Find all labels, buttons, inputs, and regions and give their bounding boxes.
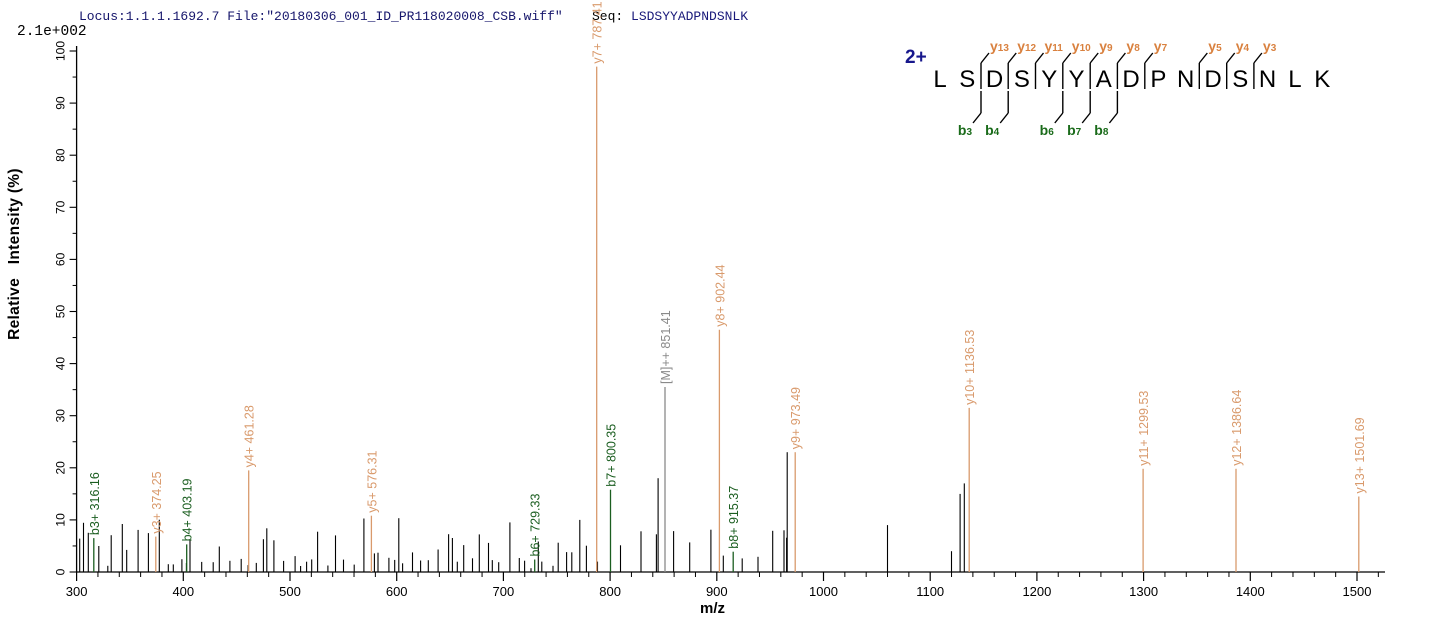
svg-text:1500: 1500 <box>1343 584 1372 599</box>
svg-text:y7+ 787.41: y7+ 787.41 <box>591 1 605 63</box>
svg-text:1000: 1000 <box>809 584 838 599</box>
svg-text:S: S <box>959 66 975 93</box>
svg-text:1200: 1200 <box>1022 584 1051 599</box>
svg-text:y3+ 374.25: y3+ 374.25 <box>150 471 164 533</box>
svg-text:50: 50 <box>54 305 68 319</box>
svg-text:y13+ 1501.69: y13+ 1501.69 <box>1353 417 1367 493</box>
svg-text:S: S <box>1232 66 1248 93</box>
svg-text:30: 30 <box>54 409 68 423</box>
svg-text:D: D <box>1122 66 1139 93</box>
svg-text:2+: 2+ <box>905 47 927 68</box>
svg-text:y4+ 461.28: y4+ 461.28 <box>243 405 257 467</box>
svg-text:Y: Y <box>1068 66 1084 93</box>
svg-text:60: 60 <box>54 252 68 266</box>
svg-text:y9+ 973.49: y9+ 973.49 <box>789 387 803 449</box>
svg-text:y8: y8 <box>1126 38 1140 54</box>
svg-text:y11: y11 <box>1045 38 1064 54</box>
svg-text:y8+ 902.44: y8+ 902.44 <box>713 264 727 326</box>
svg-text:y13: y13 <box>990 38 1009 54</box>
svg-text:S: S <box>1014 66 1030 93</box>
svg-text:100: 100 <box>54 41 68 61</box>
svg-text:Y: Y <box>1041 66 1057 93</box>
svg-text:[M]++ 851.41: [M]++ 851.41 <box>659 310 673 384</box>
svg-text:80: 80 <box>54 148 68 162</box>
svg-text:y4: y4 <box>1236 38 1250 54</box>
svg-text:b3: b3 <box>958 122 973 138</box>
svg-text:N: N <box>1177 66 1194 93</box>
svg-text:b8+ 915.37: b8+ 915.37 <box>727 486 741 549</box>
svg-text:b4: b4 <box>985 122 1000 138</box>
svg-text:y10: y10 <box>1072 38 1091 54</box>
svg-text:y3: y3 <box>1263 38 1277 54</box>
svg-text:y11+ 1299.53: y11+ 1299.53 <box>1137 391 1151 466</box>
svg-text:600: 600 <box>386 584 408 599</box>
svg-text:90: 90 <box>54 96 68 110</box>
svg-text:300: 300 <box>66 584 88 599</box>
svg-text:0: 0 <box>54 568 68 575</box>
svg-text:y12: y12 <box>1017 38 1036 54</box>
svg-text:y9: y9 <box>1099 38 1113 54</box>
svg-text:D: D <box>1204 66 1221 93</box>
svg-text:y7: y7 <box>1154 38 1168 54</box>
svg-text:40: 40 <box>54 357 68 371</box>
svg-text:y10+ 1136.53: y10+ 1136.53 <box>963 330 977 405</box>
svg-text:b7+ 800.35: b7+ 800.35 <box>605 424 619 487</box>
svg-text:b8: b8 <box>1094 122 1109 138</box>
svg-text:b3+ 316.16: b3+ 316.16 <box>88 472 102 535</box>
svg-text:400: 400 <box>172 584 194 599</box>
svg-text:y5+ 576.31: y5+ 576.31 <box>365 450 379 512</box>
svg-text:b4+ 403.19: b4+ 403.19 <box>181 478 195 541</box>
svg-text:700: 700 <box>493 584 515 599</box>
svg-text:1300: 1300 <box>1129 584 1158 599</box>
svg-text:L: L <box>933 66 946 93</box>
svg-text:800: 800 <box>599 584 621 599</box>
svg-text:b7: b7 <box>1067 122 1082 138</box>
svg-text:20: 20 <box>54 461 68 475</box>
svg-text:1400: 1400 <box>1236 584 1265 599</box>
svg-text:A: A <box>1096 66 1112 93</box>
svg-text:N: N <box>1259 66 1276 93</box>
svg-text:70: 70 <box>54 200 68 214</box>
svg-text:y5: y5 <box>1208 38 1222 54</box>
svg-text:b6+ 729.33: b6+ 729.33 <box>529 494 543 557</box>
svg-text:1100: 1100 <box>916 584 944 599</box>
svg-text:10: 10 <box>54 513 68 527</box>
svg-text:D: D <box>986 66 1003 93</box>
svg-text:K: K <box>1314 66 1330 93</box>
svg-text:500: 500 <box>279 584 301 599</box>
svg-text:b6: b6 <box>1040 122 1055 138</box>
svg-text:900: 900 <box>706 584 728 599</box>
svg-text:P: P <box>1150 66 1166 93</box>
svg-text:L: L <box>1288 66 1301 93</box>
svg-text:y12+ 1386.64: y12+ 1386.64 <box>1230 390 1244 466</box>
